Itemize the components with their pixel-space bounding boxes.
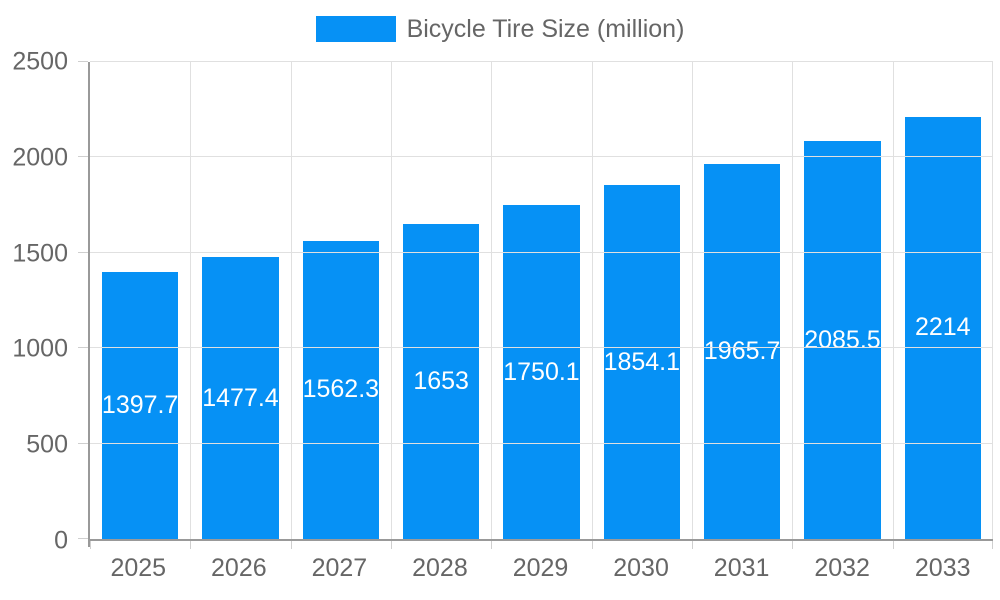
y-tick-mark (78, 538, 88, 539)
bar-slot: 1854.1 (592, 62, 692, 539)
x-tick-mark (290, 541, 292, 549)
x-tick-label: 2027 (311, 554, 368, 582)
h-gridline (90, 442, 993, 444)
x-tick-label: 2030 (613, 554, 669, 582)
bar[interactable]: 1854.1 (604, 185, 680, 539)
x-tick-mark (591, 541, 593, 549)
y-tick-mark (78, 156, 88, 158)
y-tick-mark (78, 251, 88, 253)
x-axis-labels: 2025 2026 2027 2028 2029 2030 2031 2032 2033 (88, 556, 993, 592)
bar[interactable]: 1477.4 (202, 257, 279, 539)
x-tick-label: 2029 (512, 554, 569, 582)
y-tick-label: 1000 (12, 334, 68, 363)
y-tick-mark (78, 61, 88, 62)
x-tick-mark (892, 541, 894, 549)
bar-slot: 2214 (893, 62, 993, 539)
y-tick-label: 2500 (12, 47, 68, 76)
bar[interactable]: 2214 (904, 116, 981, 539)
bar-slot: 1477.4 (190, 62, 290, 539)
bar-value-label: 2214 (914, 313, 971, 342)
bars-container: 1397.7 1477.4 1562.3 1653 1750.1 1854.1 1965.7… (90, 62, 993, 539)
v-gridline (290, 62, 292, 539)
v-gridline (992, 62, 993, 539)
bar[interactable]: 1965.7 (703, 163, 781, 539)
v-gridline (792, 62, 794, 539)
bar-value-label: 1397.7 (101, 391, 179, 420)
bar-value-label: 1750.1 (503, 357, 580, 386)
h-gridline (90, 251, 993, 253)
x-tick-mark (691, 541, 693, 549)
bar[interactable]: 1397.7 (102, 272, 178, 539)
x-tick-label: 2028 (412, 554, 468, 582)
y-tick-label: 1500 (12, 239, 68, 268)
x-tick-mark (992, 541, 993, 549)
bar-slot: 1750.1 (491, 62, 591, 539)
bar[interactable]: 1750.1 (503, 205, 580, 539)
bar-value-label: 1562.3 (302, 375, 380, 404)
y-tick-mark (78, 442, 88, 444)
legend-item[interactable]: Bicycle Tire Size (million) (0, 15, 1000, 44)
v-gridline (892, 62, 894, 539)
y-axis-labels: 0 500 1000 1500 2000 2500 (0, 49, 68, 553)
x-tick-mark (792, 541, 794, 549)
h-gridline (90, 347, 993, 349)
bar[interactable]: 1653 (403, 223, 480, 539)
x-tick-mark (491, 541, 493, 549)
x-tick-mark (390, 541, 392, 549)
bar-value-label: 1477.4 (202, 383, 279, 412)
v-gridline (691, 62, 693, 539)
y-tick-label: 500 (26, 430, 68, 459)
y-axis-overhang-tick (88, 539, 90, 547)
bar[interactable]: 2085.5 (804, 141, 881, 539)
bar-slot: 2085.5 (792, 62, 892, 539)
v-gridline (491, 62, 493, 539)
plot-area: 1397.7 1477.4 1562.3 1653 1750.1 1854.1 1965.7… (78, 61, 993, 549)
bar-slot: 1653 (391, 62, 491, 539)
v-gridline (591, 62, 593, 539)
x-tick-mark (190, 541, 192, 549)
x-tick-label: 2033 (914, 554, 971, 582)
bar-value-label: 1854.1 (603, 347, 681, 376)
v-gridline (390, 62, 392, 539)
y-tick-label: 0 (54, 526, 68, 555)
bar-value-label: 1653 (413, 366, 469, 395)
x-tick-label: 2026 (211, 554, 267, 582)
h-gridline (90, 156, 993, 158)
y-tick-label: 2000 (12, 143, 68, 172)
bar-value-label: 2085.5 (804, 325, 881, 354)
bar-value-label: 1965.7 (703, 336, 781, 365)
h-gridline (90, 61, 993, 62)
bar-slot: 1965.7 (692, 62, 792, 539)
bar-slot: 1397.7 (90, 62, 190, 539)
legend-swatch (315, 16, 396, 43)
legend-label: Bicycle Tire Size (million) (406, 15, 685, 43)
bar-slot: 1562.3 (291, 62, 391, 539)
v-gridline (190, 62, 192, 539)
x-tick-mark (90, 541, 91, 549)
x-tick-label: 2031 (713, 554, 770, 582)
x-tick-label: 2032 (814, 554, 870, 582)
x-tick-label: 2025 (110, 554, 167, 582)
bar[interactable]: 1562.3 (302, 240, 380, 539)
y-tick-mark (78, 347, 88, 349)
